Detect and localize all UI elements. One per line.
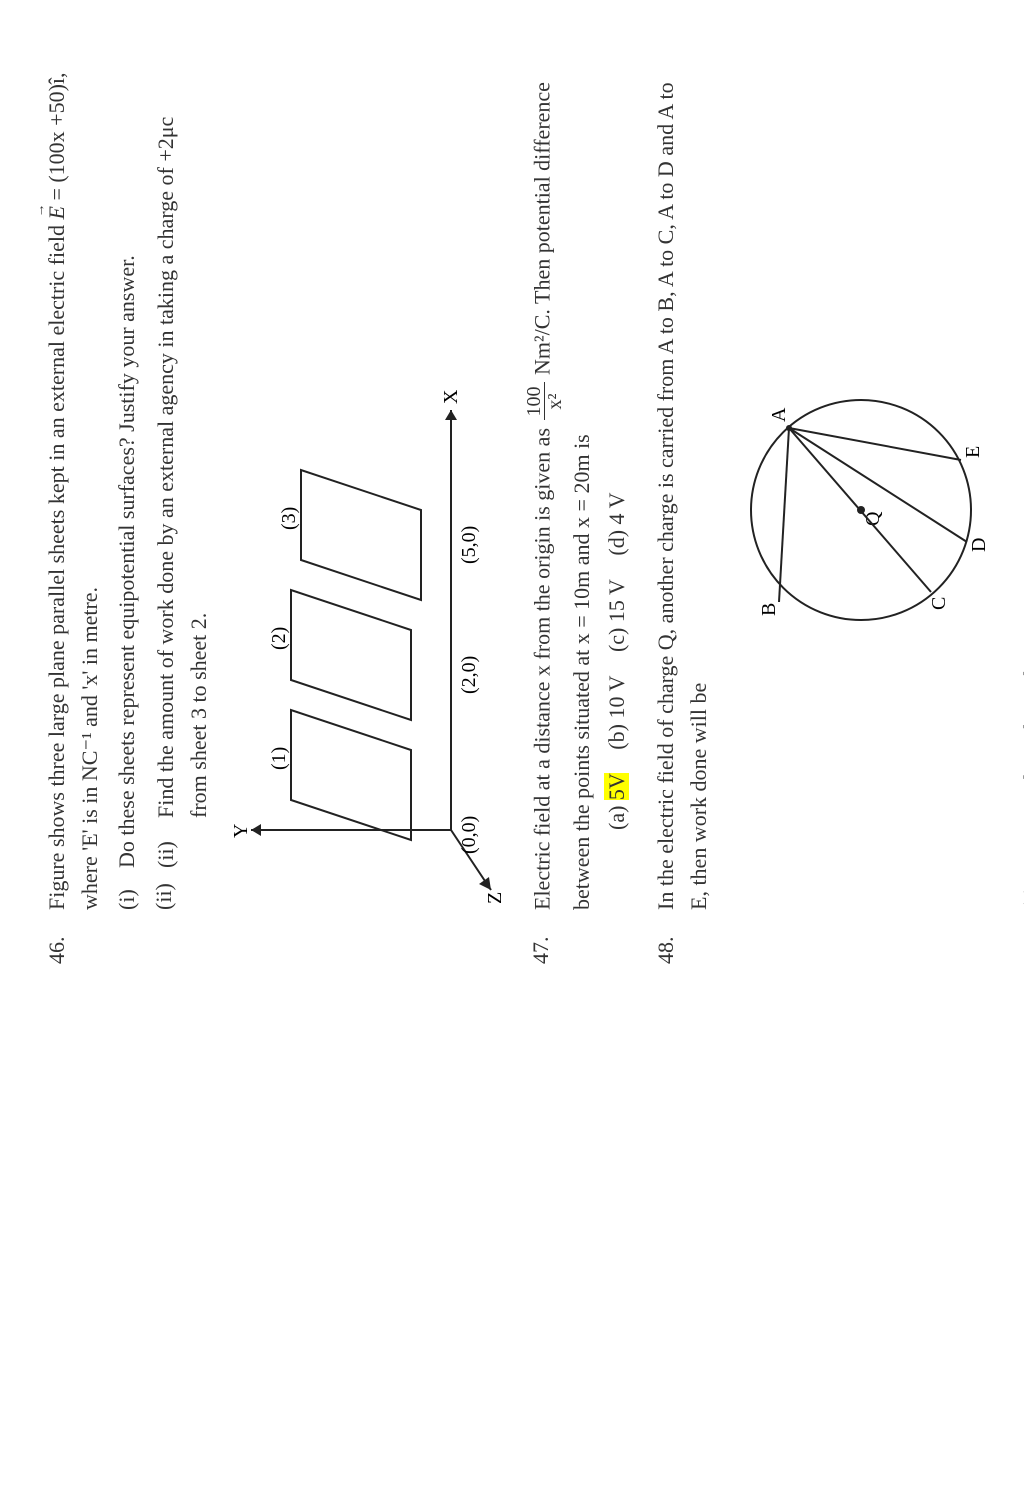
svg-text:(0,0): (0,0): [458, 816, 480, 854]
answer-options: (a) minimum along the path AB (b) minimu…: [1014, 0, 1024, 910]
svg-text:B: B: [758, 603, 780, 616]
svg-text:Z: Z: [484, 892, 501, 904]
question-text-line2: E, then work done will be: [682, 0, 715, 910]
question-48: 48. In the electric field of charge Q, a…: [649, 0, 715, 964]
sub-question-ii: (ii) (ii) Find the amount of work done b…: [147, 0, 215, 910]
question-text-line2: where 'E' is in NC⁻¹ and 'x' in metre.: [73, 0, 106, 910]
question-text: Figure shows three large plane parallel …: [40, 0, 73, 910]
svg-text:D: D: [968, 538, 990, 552]
svg-text:(1): (1): [268, 747, 290, 770]
svg-text:E: E: [962, 446, 984, 458]
highlighted-answer: 5V: [604, 773, 629, 800]
question-number: 48.: [649, 910, 715, 964]
question-number: 47.: [524, 910, 633, 964]
sub-question-i: (i) Do these sheets represent equipotent…: [110, 0, 143, 910]
svg-text:Y: Y: [231, 824, 252, 838]
question-46: 46. Figure shows three large plane paral…: [40, 0, 215, 964]
svg-text:(2): (2): [268, 627, 290, 650]
question-number: 46.: [40, 910, 215, 964]
options-row: (a) 5V (b) 10 V (c) 15 V (d) 4 V: [600, 0, 633, 830]
circle-diagram: Q A B C D E: [731, 0, 996, 910]
option-a: (a) minimum along the path AB: [1014, 0, 1024, 910]
question-text-line2: between the points situated at x = 10m a…: [565, 0, 598, 910]
svg-text:C: C: [928, 597, 950, 610]
sheets-diagram: Y X Z (1) (2) (3) (0,0) (2,0) (5,0): [231, 0, 506, 910]
question-text: In the electric field of charge Q, anoth…: [649, 0, 682, 910]
svg-text:A: A: [768, 407, 790, 422]
svg-text:(3): (3): [278, 507, 300, 530]
svg-text:(5,0): (5,0): [458, 526, 480, 564]
question-47: 47. Electric field at a distance x from …: [524, 0, 633, 964]
svg-text:X: X: [440, 390, 462, 404]
svg-text:(2,0): (2,0): [458, 656, 480, 694]
question-text: Electric field at a distance x from the …: [524, 0, 565, 910]
